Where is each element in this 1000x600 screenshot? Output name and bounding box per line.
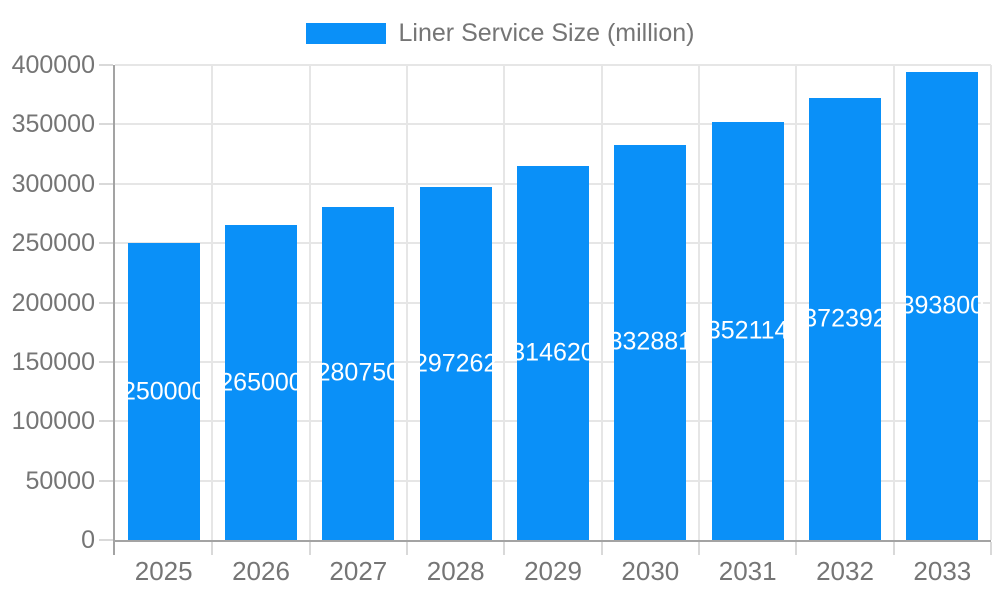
y-axis-tick-label: 300000 [11, 169, 95, 198]
gridline-vertical [698, 65, 700, 540]
y-axis-tick-label: 150000 [11, 347, 95, 376]
bar[interactable] [711, 121, 784, 540]
gridline-vertical [795, 65, 798, 540]
y-axis-tick-label: 350000 [11, 110, 95, 139]
x-axis-tick [600, 542, 603, 555]
y-axis-tick [99, 182, 113, 185]
gridline-vertical [406, 65, 408, 540]
gridline-vertical [892, 65, 895, 540]
bar[interactable] [419, 187, 492, 540]
y-axis-tick-label: 200000 [11, 288, 95, 317]
x-axis-tick [503, 542, 506, 555]
bar[interactable] [614, 144, 687, 540]
y-axis-tick [99, 242, 113, 245]
y-axis-tick [99, 301, 113, 304]
bar[interactable] [225, 225, 297, 540]
y-axis-tick [99, 479, 113, 482]
y-axis-tick-label: 400000 [11, 51, 95, 79]
gridline-horizontal [115, 123, 991, 126]
x-axis-tick [406, 542, 408, 555]
x-axis-tick [113, 542, 115, 555]
x-axis-tick [698, 542, 700, 555]
legend-swatch-icon [305, 23, 386, 44]
gridline-vertical [503, 65, 506, 540]
x-axis-tick-label: 2031 [718, 556, 777, 586]
x-axis-tick-label: 2027 [329, 556, 388, 586]
x-axis-tick [892, 542, 895, 555]
gridline-horizontal [115, 64, 991, 66]
x-axis-tick [795, 542, 798, 555]
y-axis-tick [99, 360, 113, 363]
gridline-vertical [600, 65, 603, 540]
x-axis-tick [990, 542, 992, 555]
x-axis-tick-label: 2028 [426, 556, 485, 586]
legend-label: Liner Service Size (million) [398, 19, 695, 47]
x-axis-tick-label: 2033 [913, 556, 972, 586]
x-axis-tick-label: 2029 [524, 556, 582, 586]
y-axis-tick-label: 100000 [11, 407, 95, 436]
y-axis-tick [99, 539, 113, 541]
bar[interactable] [517, 166, 589, 540]
x-axis-tick [308, 542, 311, 555]
y-axis-tick-label: 0 [81, 526, 95, 554]
y-axis-tick [99, 64, 113, 66]
y-axis-tick [99, 123, 113, 126]
gridline-vertical [308, 65, 311, 540]
x-axis-tick-label: 2025 [134, 556, 193, 586]
y-axis-tick-label: 50000 [25, 466, 95, 495]
legend-item[interactable]: Liner Service Size (million) [305, 19, 695, 48]
legend: Liner Service Size (million) [0, 19, 1000, 48]
x-axis-tick-label: 2026 [232, 556, 290, 586]
bar[interactable] [906, 72, 979, 540]
bar[interactable] [809, 97, 881, 540]
y-axis-tick-label: 250000 [11, 229, 95, 258]
y-axis-tick [99, 420, 113, 423]
gridline-vertical [211, 65, 214, 540]
plot-area: 250000 265000 280750 297262 314620 332881 3521… [113, 64, 992, 542]
gridline-vertical [990, 65, 992, 540]
bar[interactable] [127, 243, 200, 540]
x-axis-tick [211, 542, 214, 555]
x-axis-tick-label: 2032 [816, 556, 874, 586]
bar[interactable] [322, 206, 395, 540]
x-axis-tick-label: 2030 [621, 556, 680, 586]
